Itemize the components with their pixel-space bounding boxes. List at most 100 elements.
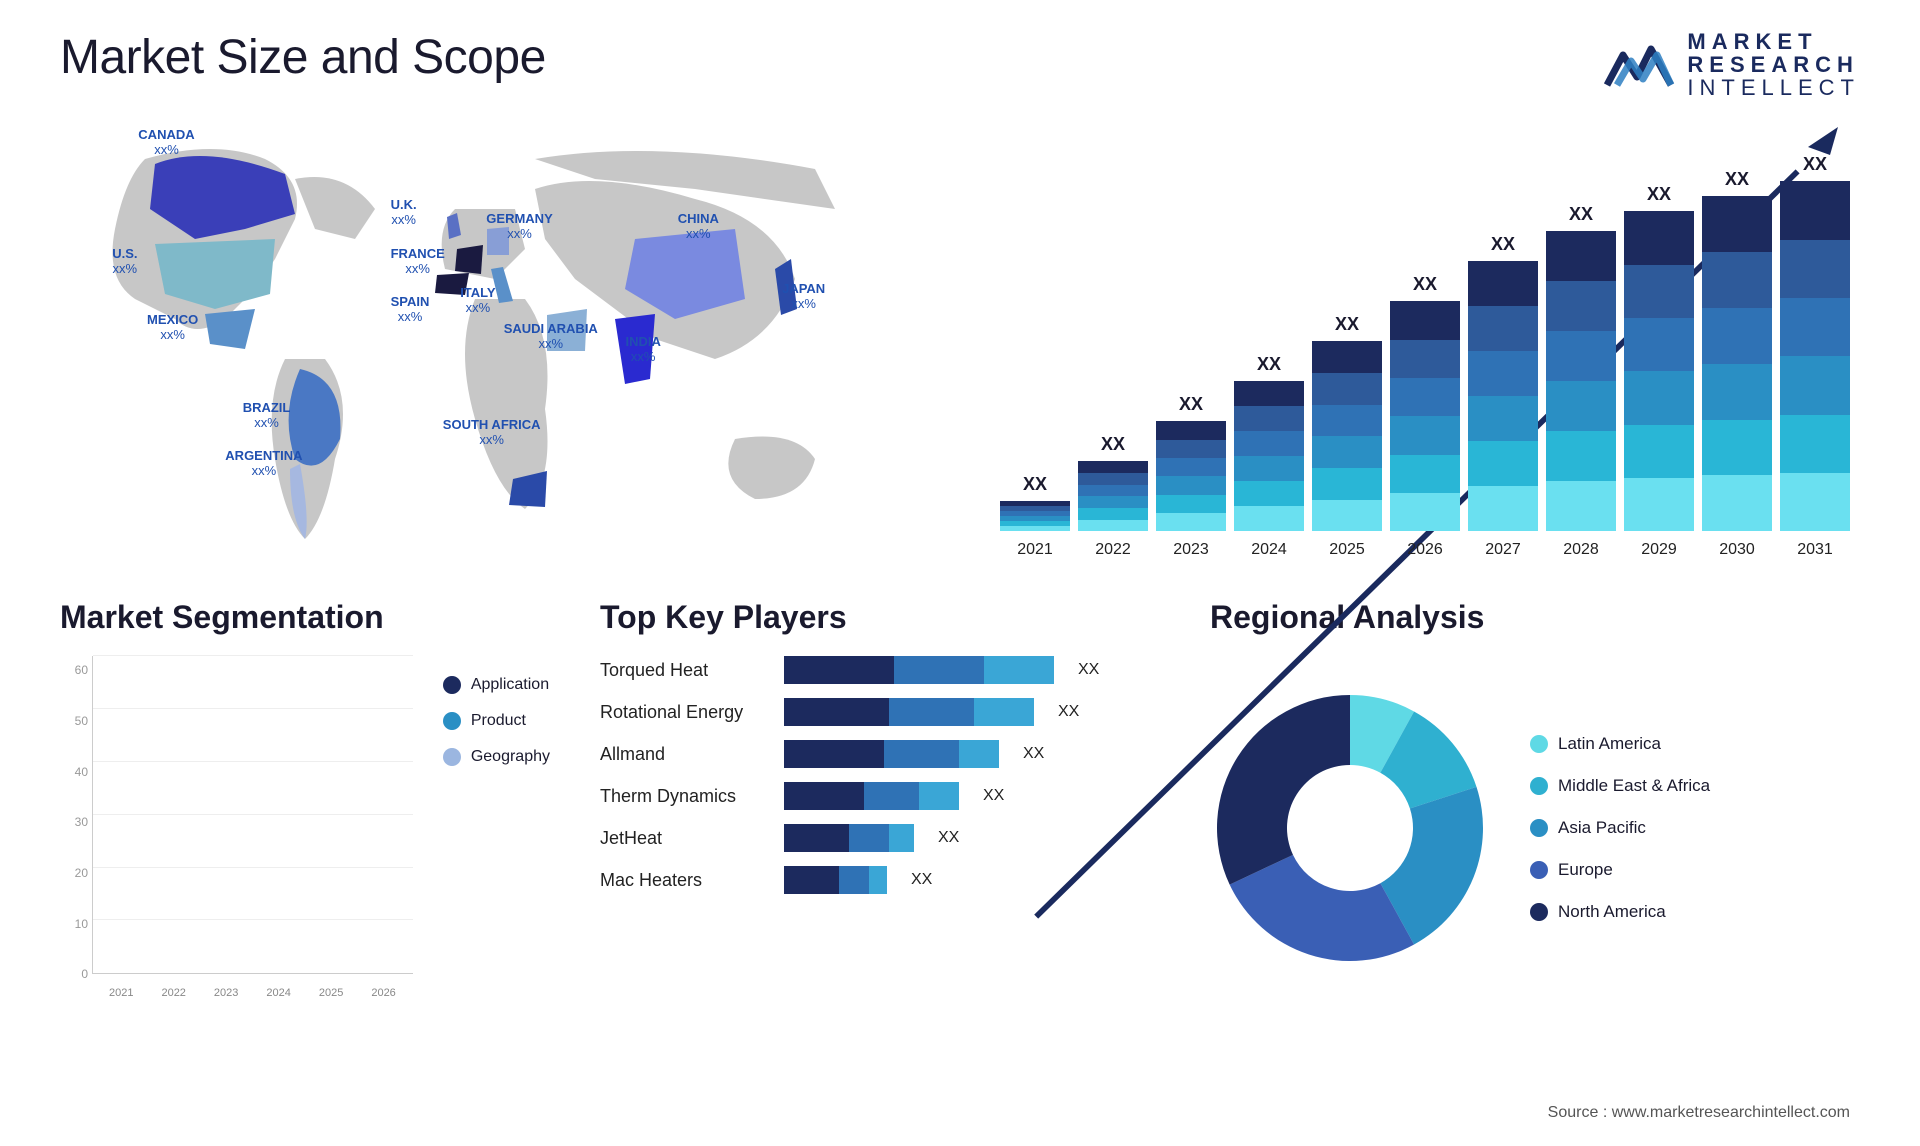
map-label-pct: xx% — [486, 227, 552, 242]
player-bar-segment — [784, 866, 839, 894]
growth-bar-segment — [1468, 306, 1538, 351]
player-name: Therm Dynamics — [600, 786, 770, 807]
player-bar-segment — [864, 782, 919, 810]
map-label-pct: xx% — [138, 143, 194, 158]
logo-line1: MARKET — [1687, 30, 1860, 53]
growth-bar-segment — [1702, 364, 1772, 420]
growth-bar-segment — [1624, 211, 1694, 264]
logo-icon — [1603, 35, 1675, 95]
growth-bar-segment — [1624, 478, 1694, 531]
seg-ytick: 30 — [60, 815, 88, 829]
growth-bar-segment — [1468, 486, 1538, 531]
legend-label: Product — [471, 712, 526, 730]
map-label: U.S.xx% — [112, 247, 137, 277]
map-label-name: SPAIN — [391, 295, 430, 310]
legend-swatch — [1530, 735, 1548, 753]
map-label-pct: xx% — [243, 416, 291, 431]
page-title: Market Size and Scope — [60, 30, 546, 85]
legend-item: Europe — [1530, 860, 1710, 880]
logo-line2: RESEARCH — [1687, 53, 1860, 76]
map-label-pct: xx% — [626, 350, 661, 365]
map-label-name: SOUTH AFRICA — [443, 418, 541, 433]
legend-item: Latin America — [1530, 734, 1710, 754]
growth-bar-label: XX — [1101, 434, 1125, 455]
growth-bar-segment — [1078, 496, 1148, 508]
seg-xaxis-label: 2024 — [255, 987, 301, 999]
seg-gridline — [93, 708, 413, 709]
growth-bar: XX — [1234, 354, 1304, 531]
legend-item: North America — [1530, 902, 1710, 922]
growth-bar-segment — [1702, 475, 1772, 531]
growth-bar-segment — [1780, 415, 1850, 473]
growth-bar-segment — [1702, 420, 1772, 476]
growth-bar-segment — [1312, 500, 1382, 532]
map-label-pct: xx% — [391, 213, 417, 228]
segmentation-title: Market Segmentation — [60, 599, 550, 636]
map-label: SOUTH AFRICAxx% — [443, 418, 541, 448]
seg-ytick: 50 — [60, 714, 88, 728]
map-label-pct: xx% — [460, 301, 495, 316]
growth-bar-segment — [1234, 481, 1304, 506]
map-label-pct: xx% — [782, 297, 825, 312]
seg-gridline — [93, 814, 413, 815]
seg-xaxis-label: 2026 — [360, 987, 406, 999]
legend-label: Latin America — [1558, 734, 1661, 754]
map-label-name: CHINA — [678, 212, 719, 227]
growth-bar-segment — [1234, 506, 1304, 531]
growth-bar-segment — [1156, 440, 1226, 458]
growth-chart: XXXXXXXXXXXXXXXXXXXXXX 20212022202320242… — [990, 119, 1860, 559]
map-label-pct: xx% — [391, 262, 445, 277]
map-label-name: MEXICO — [147, 313, 198, 328]
map-label: MEXICOxx% — [147, 313, 198, 343]
player-bar-segment — [884, 740, 959, 768]
segmentation-legend: ApplicationProductGeography — [443, 656, 550, 999]
growth-bar-segment — [1078, 473, 1148, 485]
growth-bar-segment — [1546, 431, 1616, 481]
brand-logo: MARKET RESEARCH INTELLECT — [1603, 30, 1860, 99]
growth-bar: XX — [1624, 184, 1694, 531]
growth-xaxis-label: 2023 — [1156, 541, 1226, 559]
legend-item: Geography — [443, 748, 550, 766]
regional-title: Regional Analysis — [1210, 599, 1860, 636]
growth-xaxis-label: 2027 — [1468, 541, 1538, 559]
legend-label: Asia Pacific — [1558, 818, 1646, 838]
growth-bar: XX — [1312, 314, 1382, 531]
growth-bar-segment — [1546, 281, 1616, 331]
growth-bar-segment — [1312, 373, 1382, 405]
logo-line3: INTELLECT — [1687, 76, 1860, 99]
growth-bar-segment — [1780, 240, 1850, 298]
legend-label: Middle East & Africa — [1558, 776, 1710, 796]
player-row: Torqued HeatXX — [600, 656, 1160, 684]
player-bar-segment — [869, 866, 887, 894]
player-row: Rotational EnergyXX — [600, 698, 1160, 726]
player-bar-segment — [889, 698, 974, 726]
seg-xaxis-label: 2023 — [203, 987, 249, 999]
growth-bar-segment — [1312, 405, 1382, 437]
map-label-name: BRAZIL — [243, 401, 291, 416]
seg-gridline — [93, 761, 413, 762]
growth-bar-segment — [1624, 265, 1694, 318]
legend-label: Geography — [471, 748, 550, 766]
player-bar-segment — [894, 656, 984, 684]
growth-bar-segment — [1000, 526, 1070, 531]
growth-bar-segment — [1702, 308, 1772, 364]
growth-bar-segment — [1312, 468, 1382, 500]
map-label-name: INDIA — [626, 335, 661, 350]
player-bar-segment — [784, 698, 889, 726]
regional-donut-chart — [1210, 688, 1490, 968]
map-label: ARGENTINAxx% — [225, 449, 302, 479]
player-bar-segment — [984, 656, 1054, 684]
legend-swatch — [443, 676, 461, 694]
growth-bar-segment — [1780, 298, 1850, 356]
player-value: XX — [1023, 745, 1044, 763]
growth-bar: XX — [1702, 169, 1772, 531]
player-name: Rotational Energy — [600, 702, 770, 723]
growth-bar-segment — [1702, 252, 1772, 308]
player-bar — [784, 656, 1054, 684]
map-label: GERMANYxx% — [486, 212, 552, 242]
map-label-pct: xx% — [225, 464, 302, 479]
map-label: U.K.xx% — [391, 198, 417, 228]
seg-ytick: 60 — [60, 663, 88, 677]
player-bar — [784, 782, 959, 810]
growth-bar-segment — [1546, 481, 1616, 531]
